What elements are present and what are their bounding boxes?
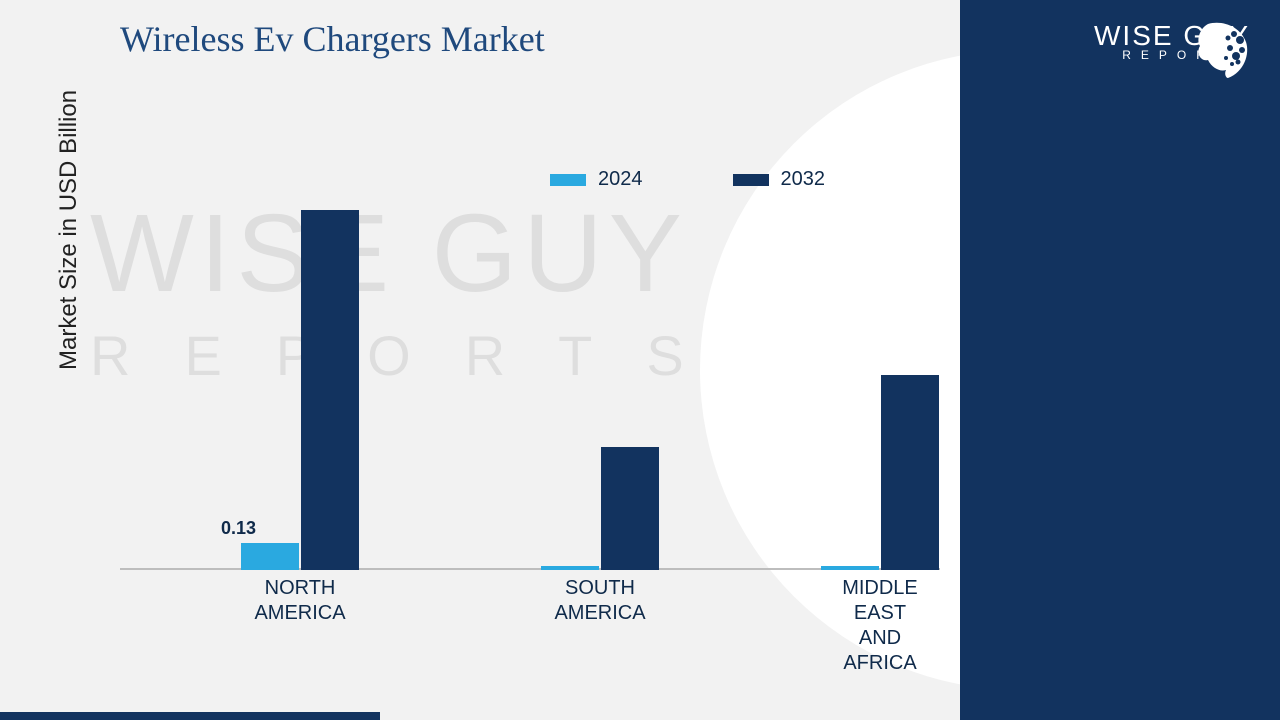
y-axis-label: Market Size in USD Billion xyxy=(55,90,83,370)
legend: 2024 2032 xyxy=(550,168,825,191)
legend-item: 2032 xyxy=(733,168,826,191)
brand-head-icon xyxy=(1190,18,1254,82)
legend-swatch-2032 xyxy=(733,174,769,186)
legend-label: 2024 xyxy=(598,168,643,191)
bottom-strip xyxy=(0,712,380,720)
bar-value-label: 0.13 xyxy=(221,518,256,539)
bar-2032 xyxy=(301,210,359,570)
brand-logo: WISE GUY REPORTS xyxy=(1094,20,1250,62)
chart-stage: Wireless Ev Chargers Market WISE GUY REP… xyxy=(0,0,1280,720)
bar-group: MIDDLEEASTANDAFRICA xyxy=(760,375,1000,570)
category-label: MIDDLEEASTANDAFRICA xyxy=(760,570,1000,676)
plot-area: 0.13NORTHAMERICASOUTHAMERICAMIDDLEEASTAN… xyxy=(120,200,940,570)
bar-2024 xyxy=(241,543,299,570)
legend-label: 2032 xyxy=(781,168,826,191)
category-label: NORTHAMERICA xyxy=(180,570,420,626)
bar-group: 0.13NORTHAMERICA xyxy=(180,210,420,570)
bar-2032 xyxy=(881,375,939,570)
legend-swatch-2024 xyxy=(550,174,586,186)
bar-2032 xyxy=(601,447,659,570)
brand-band xyxy=(960,0,1280,720)
category-label: SOUTHAMERICA xyxy=(480,570,720,626)
bar-group: SOUTHAMERICA xyxy=(480,447,720,570)
legend-item: 2024 xyxy=(550,168,643,191)
chart-title: Wireless Ev Chargers Market xyxy=(120,18,545,60)
